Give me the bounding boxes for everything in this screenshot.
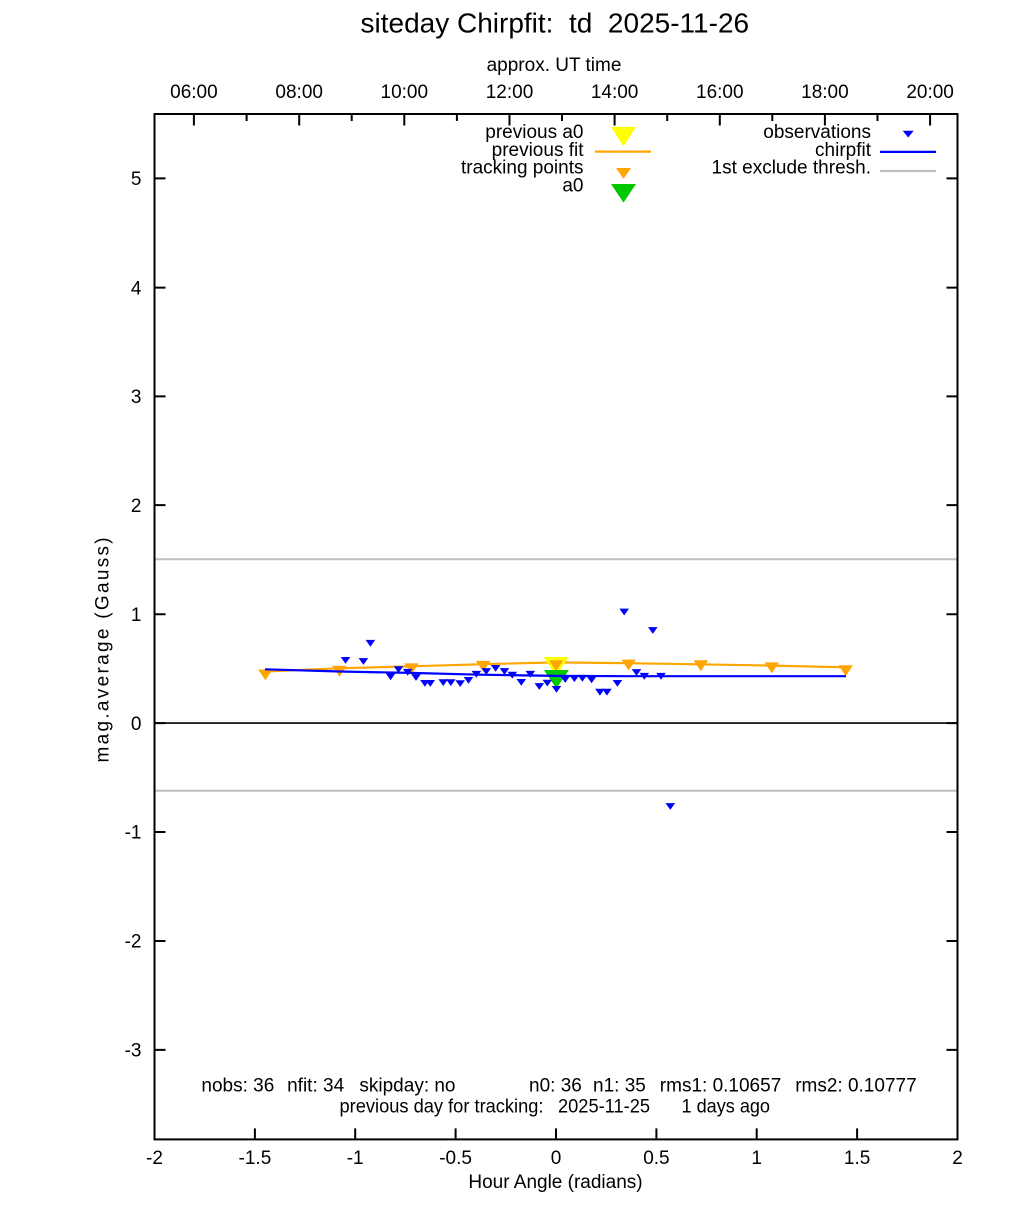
svg-text:06:00: 06:00 [170, 82, 218, 103]
svg-text:nfit: 34: nfit: 34 [287, 1076, 344, 1097]
svg-text:skipday: no: skipday: no [359, 1076, 455, 1097]
svg-text:0.5: 0.5 [643, 1148, 669, 1169]
svg-text:08:00: 08:00 [275, 82, 323, 103]
svg-text:a0: a0 [562, 175, 583, 196]
svg-text:14:00: 14:00 [591, 82, 639, 103]
svg-text:mag.average (Gauss): mag.average (Gauss) [93, 535, 114, 762]
svg-text:previous day for tracking:: previous day for tracking: [340, 1097, 544, 1118]
svg-text:2: 2 [131, 496, 142, 517]
svg-text:1: 1 [131, 605, 142, 626]
svg-text:observations: observations [763, 122, 871, 143]
svg-text:chirpfit: chirpfit [815, 140, 872, 161]
svg-text:-1: -1 [125, 823, 142, 844]
svg-text:0: 0 [131, 714, 142, 735]
svg-text:-3: -3 [125, 1041, 142, 1062]
svg-text:-1.5: -1.5 [239, 1148, 272, 1169]
svg-text:-0.5: -0.5 [439, 1148, 472, 1169]
svg-text:16:00: 16:00 [696, 82, 744, 103]
svg-text:1.5: 1.5 [844, 1148, 870, 1169]
svg-text:-1: -1 [347, 1148, 364, 1169]
svg-text:previous a0: previous a0 [485, 122, 583, 143]
svg-text:1st exclude thresh.: 1st exclude thresh. [712, 158, 871, 179]
svg-text:3: 3 [131, 387, 142, 408]
svg-text:1: 1 [751, 1148, 762, 1169]
svg-text:rms2: 0.10777: rms2: 0.10777 [795, 1076, 916, 1097]
svg-text:Hour Angle (radians): Hour Angle (radians) [468, 1172, 642, 1193]
svg-text:n0: 36: n0: 36 [529, 1076, 582, 1097]
svg-text:4: 4 [131, 278, 142, 299]
svg-text:1 days ago: 1 days ago [682, 1097, 771, 1118]
svg-text:siteday Chirpfit: td 2025-11: siteday Chirpfit: td 2025-11-26 [361, 7, 750, 38]
svg-text:2025-11-25: 2025-11-25 [558, 1097, 650, 1118]
svg-text:tracking points: tracking points [461, 158, 584, 179]
svg-text:0: 0 [551, 1148, 562, 1169]
svg-text:approx. UT time: approx. UT time [487, 55, 622, 76]
svg-text:20:00: 20:00 [906, 82, 954, 103]
svg-text:rms1: 0.10657: rms1: 0.10657 [660, 1076, 781, 1097]
svg-text:-2: -2 [125, 932, 142, 953]
svg-text:18:00: 18:00 [801, 82, 849, 103]
svg-text:nobs: 36: nobs: 36 [201, 1076, 274, 1097]
svg-text:2: 2 [952, 1148, 963, 1169]
svg-text:10:00: 10:00 [381, 82, 429, 103]
svg-text:previous fit: previous fit [492, 140, 585, 161]
svg-text:5: 5 [131, 169, 142, 190]
svg-text:n1: 35: n1: 35 [593, 1076, 646, 1097]
svg-text:-2: -2 [146, 1148, 163, 1169]
svg-text:12:00: 12:00 [486, 82, 534, 103]
